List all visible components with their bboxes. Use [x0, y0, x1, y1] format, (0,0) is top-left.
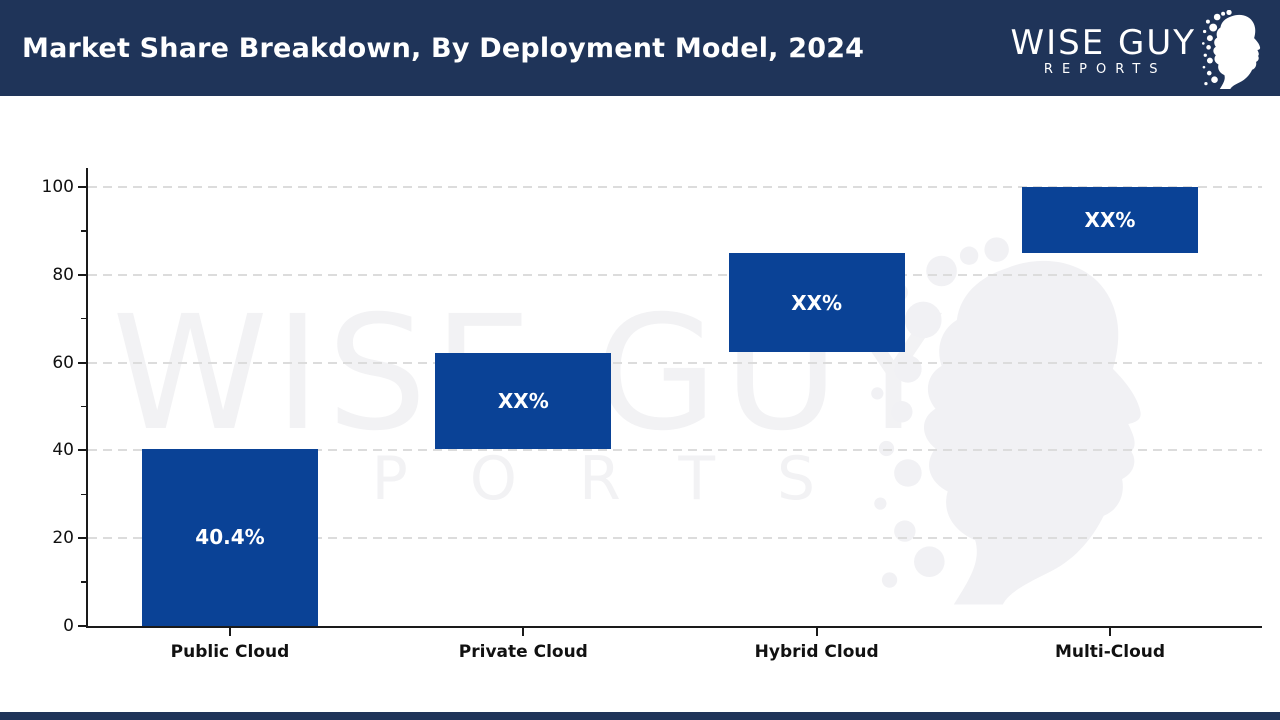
header-bar: Market Share Breakdown, By Deployment Mo… — [0, 0, 1280, 96]
x-tick-3 — [1109, 628, 1111, 636]
head-profile-icon — [1201, 10, 1261, 89]
footer-bar — [0, 712, 1280, 720]
y-tick-label-60: 60 — [52, 352, 74, 373]
x-category-label: Hybrid Cloud — [754, 642, 879, 662]
x-tick-0 — [229, 628, 231, 636]
watermark-head-profile-icon — [871, 237, 1141, 605]
bar-public-cloud — [142, 448, 318, 626]
y-tick-0 — [78, 625, 86, 627]
bar-value-label: XX% — [497, 388, 549, 413]
y-tick-60 — [78, 361, 86, 364]
bar-hybrid-cloud — [728, 252, 905, 353]
y-minor-tick-70 — [81, 317, 86, 320]
bar-value-label: 40.4% — [195, 525, 265, 550]
x-category-label: Public Cloud — [170, 642, 290, 662]
bar-value-label: XX% — [1084, 207, 1136, 232]
x-tick-1 — [522, 628, 525, 636]
y-tick-label-40: 40 — [52, 440, 74, 461]
y-axis-line — [86, 168, 88, 628]
y-minor-tick-90 — [81, 230, 86, 232]
logo-subtitle: REPORTS — [1043, 62, 1167, 77]
x-tick-2 — [815, 628, 818, 636]
y-tick-label-80: 80 — [52, 264, 74, 285]
gridline-60 — [88, 361, 1262, 364]
y-tick-label-0: 0 — [63, 616, 74, 636]
y-minor-tick-10 — [81, 581, 86, 583]
y-tick-20 — [78, 537, 86, 540]
logo-text: WISE GUY REPORTS — [1010, 26, 1196, 76]
y-tick-100 — [78, 186, 86, 188]
y-minor-tick-30 — [81, 493, 86, 496]
gridline-40 — [88, 449, 1262, 452]
logo-wordmark: WISE GUY — [1010, 23, 1196, 63]
chart-area: WISE GUY REPORTS 0 20 40 60 80 100 40.4% Public… — [0, 96, 1280, 712]
page-title: Market Share Breakdown, By Deployment Mo… — [22, 32, 865, 64]
wise-guy-reports-logo: WISE GUY REPORTS — [1010, 6, 1266, 94]
gridline-100 — [88, 186, 1262, 188]
gridline-80 — [88, 273, 1262, 276]
y-tick-label-20: 20 — [52, 528, 74, 549]
bar-value-label: XX% — [791, 290, 843, 315]
bar-private-cloud — [435, 352, 612, 449]
y-tick-80 — [78, 273, 86, 276]
y-tick-40 — [78, 449, 86, 452]
x-category-label: Private Cloud — [458, 642, 588, 662]
gridline-20 — [88, 537, 1262, 540]
y-minor-tick-50 — [81, 405, 86, 408]
x-axis-line — [86, 626, 1262, 628]
y-tick-label-100: 100 — [41, 177, 74, 197]
bar-multi-cloud — [1022, 187, 1198, 253]
x-category-label: Multi-Cloud — [1054, 642, 1166, 662]
